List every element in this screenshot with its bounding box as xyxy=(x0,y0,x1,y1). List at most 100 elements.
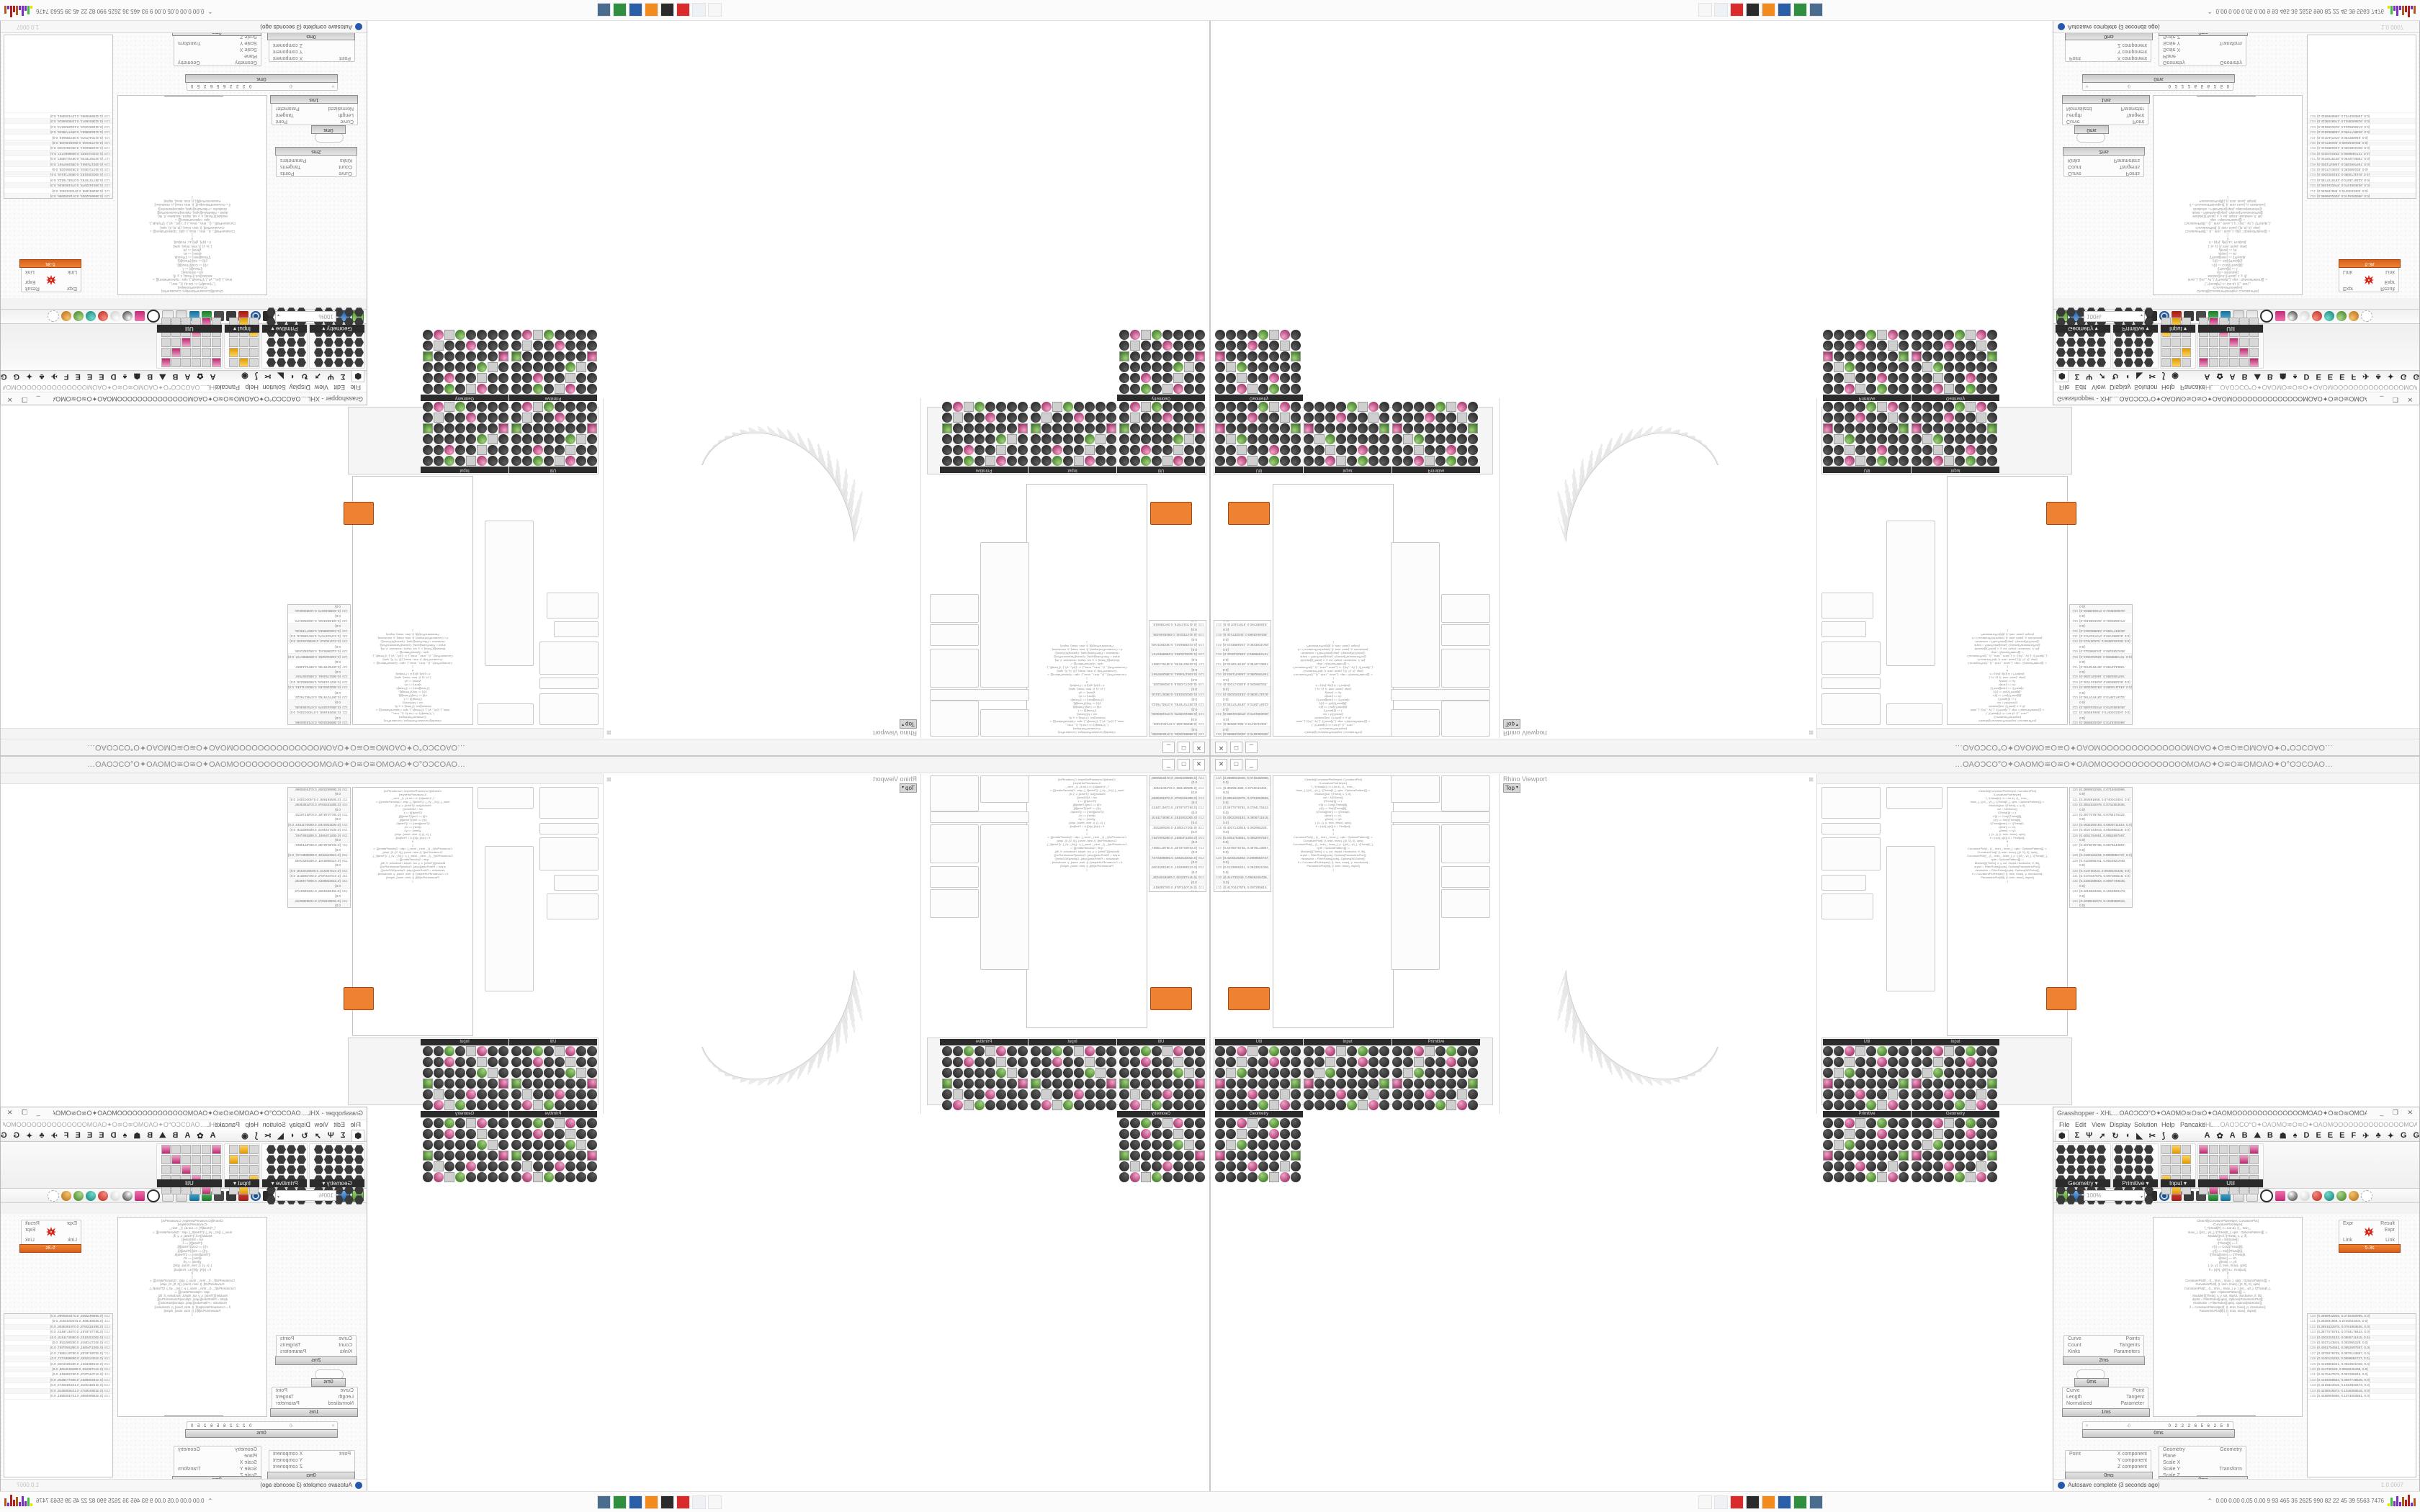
firefox-icon[interactable] xyxy=(1762,1495,1775,1509)
ribbon-icon[interactable] xyxy=(202,358,211,367)
toolbar-icon[interactable] xyxy=(1976,341,1986,351)
ribbon-icon[interactable] xyxy=(2209,1145,2218,1154)
toolbar-icon[interactable] xyxy=(587,1046,597,1056)
toolbar-icon[interactable] xyxy=(1987,1068,1997,1078)
taskbar[interactable]: ⌃ 0.00 0.00 0.05 0.00 9 93 465 36 2625 9… xyxy=(1210,1491,2420,1512)
toolbar-icon[interactable] xyxy=(1392,413,1402,423)
toolbar-icon[interactable] xyxy=(1314,413,1325,423)
toolbar-icon[interactable] xyxy=(1912,1129,1922,1139)
port-tangents-out[interactable]: Tangents xyxy=(280,164,301,169)
toolbar-icon[interactable] xyxy=(466,373,476,383)
ribbon-icon[interactable] xyxy=(287,358,296,367)
toolbar-icon[interactable] xyxy=(942,1057,952,1067)
toolbar-icon[interactable] xyxy=(985,1079,995,1089)
toolbar-icon[interactable] xyxy=(1130,1129,1140,1139)
toolbar-icon[interactable] xyxy=(423,1172,433,1182)
left-data-panel[interactable]: 120 {0.3899932926, 0.0718450996, 0.0} 121{… xyxy=(1149,620,1206,737)
rhino-viewport[interactable]: Rhino Viewport Top ▾ ⊠ xyxy=(1499,398,1817,738)
ribbon-icon[interactable] xyxy=(2172,358,2181,367)
toolbar-icon[interactable] xyxy=(511,384,521,394)
toolbar-section-geometry[interactable]: Geometry xyxy=(421,330,508,401)
ribbon-icon[interactable] xyxy=(2056,1155,2066,1164)
toolbar-icon[interactable] xyxy=(1325,445,1335,455)
toolbar-icon[interactable] xyxy=(544,351,554,361)
port-scalex-in[interactable]: Scale X xyxy=(239,1460,257,1465)
toolbar-icon[interactable] xyxy=(1866,373,1876,383)
node-group-b[interactable] xyxy=(930,649,979,688)
toolbar-icon[interactable] xyxy=(1368,1089,1379,1099)
toolbar-icon[interactable] xyxy=(1435,456,1446,466)
node-r-b[interactable] xyxy=(1886,787,1942,809)
toolbar-icon[interactable] xyxy=(1944,341,1954,351)
toolbar-icon[interactable] xyxy=(1823,413,1833,423)
toolbar-icon[interactable] xyxy=(1215,373,1225,383)
toolbar-icon[interactable] xyxy=(1258,362,1268,372)
toolbar-icon[interactable] xyxy=(1106,423,1116,433)
toolbar-icon[interactable] xyxy=(1215,1140,1225,1150)
toolbar-icon[interactable] xyxy=(1866,413,1876,423)
display-icon[interactable] xyxy=(1809,3,1823,17)
toolbar-icon[interactable] xyxy=(1041,1057,1052,1067)
node-scale-nu[interactable]: Geometry Geometry Plane Scale X Scale Y Tr… xyxy=(172,1446,261,1485)
toolbar-icon[interactable] xyxy=(1823,373,1833,383)
toolbar-icon[interactable] xyxy=(1173,1151,1183,1161)
toolbar-icon[interactable] xyxy=(466,341,476,351)
toolbar-icon[interactable] xyxy=(1063,1046,1073,1056)
toolbar-icon[interactable] xyxy=(1966,423,1976,433)
toolbar-icon[interactable] xyxy=(1215,1068,1225,1078)
ribbon-icon[interactable] xyxy=(161,358,171,367)
toolbar-icon[interactable] xyxy=(544,362,554,372)
toolbar-icon[interactable] xyxy=(1987,1100,1997,1110)
port-link-out[interactable]: Link xyxy=(25,269,35,274)
port-scaley-in[interactable]: Scale Y xyxy=(2163,1467,2180,1472)
toolbar-icon[interactable] xyxy=(942,445,952,455)
toolbar-icon[interactable] xyxy=(1119,423,1129,433)
ribbon-icon[interactable] xyxy=(344,1155,354,1164)
toolbar-icon[interactable] xyxy=(1912,1079,1922,1089)
toolbar-icon[interactable] xyxy=(1845,362,1855,372)
toolbar-icon[interactable] xyxy=(1152,423,1162,433)
toolbar-icon[interactable] xyxy=(1347,413,1357,423)
toolbar-icon[interactable] xyxy=(555,1129,565,1139)
ribbon-icon[interactable] xyxy=(2066,358,2076,367)
help-box-icon[interactable] xyxy=(135,311,145,322)
toolbar-icon[interactable] xyxy=(1379,413,1389,423)
toolbar-icon[interactable] xyxy=(522,384,532,394)
toolbar-icon[interactable] xyxy=(1379,402,1389,412)
toolbar-icon[interactable] xyxy=(1018,1057,1028,1067)
toolbar-icon[interactable] xyxy=(1845,1151,1855,1161)
toolbar-icon[interactable] xyxy=(434,1140,444,1150)
toolbar-icon[interactable] xyxy=(1888,1172,1898,1182)
toolbar-icon[interactable] xyxy=(488,1151,498,1161)
toolbar-icon[interactable] xyxy=(1152,373,1162,383)
toolbar-icon[interactable] xyxy=(1184,1079,1194,1089)
toolbar-icon[interactable] xyxy=(1966,373,1976,383)
node-number-slider[interactable]: ✳ -0 0 2 2 2 6 5 6 2 5 0 0ms xyxy=(185,74,338,91)
toolbar-icon[interactable] xyxy=(1834,445,1844,455)
toolbar-icon[interactable] xyxy=(511,1100,521,1110)
ribbon-icon[interactable] xyxy=(2144,1145,2154,1154)
toolbar-icon[interactable] xyxy=(953,423,963,433)
ribbon-icon[interactable] xyxy=(266,348,276,357)
toolbar-icon[interactable] xyxy=(1314,423,1325,433)
tab-curve[interactable]: ↻ xyxy=(301,1131,308,1140)
toolbar-icon[interactable] xyxy=(1195,1140,1205,1150)
ribbon-icon[interactable] xyxy=(212,1145,221,1154)
toolbar-icon[interactable] xyxy=(498,373,508,383)
toolbar-icon[interactable] xyxy=(1247,1068,1258,1078)
toolbar-icon[interactable] xyxy=(1226,1068,1236,1078)
node-r-c[interactable] xyxy=(539,837,599,870)
port-parameters-out[interactable]: Parameters xyxy=(280,1349,307,1354)
toolbar-icon[interactable] xyxy=(1041,1100,1052,1110)
toolbar-icon[interactable] xyxy=(498,413,508,423)
ribbon-group-util[interactable]: Util xyxy=(156,318,223,369)
toolbar-icon[interactable] xyxy=(498,341,508,351)
toolbar-icon[interactable] xyxy=(466,351,476,361)
toolbar-icon[interactable] xyxy=(1184,1140,1194,1150)
toolbar-icon[interactable] xyxy=(1280,1129,1290,1139)
toolbar-icon[interactable] xyxy=(466,1100,476,1110)
toolbar-icon[interactable] xyxy=(1336,456,1346,466)
toolbar-icon[interactable] xyxy=(1834,1172,1844,1182)
toolbar-icon[interactable] xyxy=(1247,1151,1258,1161)
menu-edit[interactable]: Edit xyxy=(2075,1121,2087,1128)
